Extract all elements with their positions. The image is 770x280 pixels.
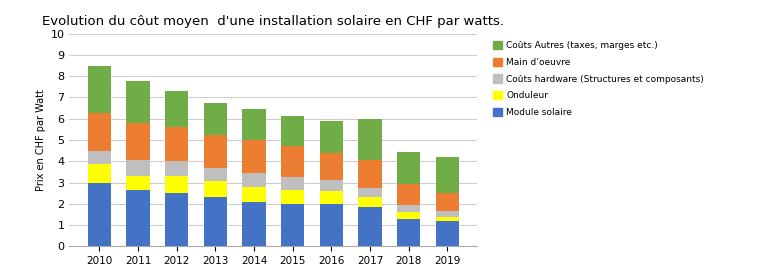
Bar — [204, 103, 227, 135]
Bar — [204, 168, 227, 181]
Bar — [204, 197, 227, 246]
Bar — [165, 127, 189, 161]
Bar — [126, 160, 149, 176]
Bar — [243, 140, 266, 173]
Bar — [88, 183, 111, 246]
Bar — [436, 221, 459, 246]
Bar — [397, 184, 420, 205]
Bar — [88, 66, 111, 113]
Bar — [436, 211, 459, 217]
Bar — [165, 176, 189, 193]
Bar — [281, 190, 304, 204]
Bar — [358, 160, 382, 188]
Bar — [243, 202, 266, 246]
Bar — [126, 81, 149, 123]
Bar — [320, 204, 343, 246]
Bar — [243, 109, 266, 140]
Bar — [126, 176, 149, 190]
Bar — [243, 187, 266, 202]
Bar — [358, 197, 382, 207]
Bar — [397, 152, 420, 184]
Bar — [320, 191, 343, 204]
Bar — [358, 188, 382, 197]
Bar — [320, 121, 343, 153]
Bar — [320, 180, 343, 191]
Bar — [165, 161, 189, 176]
Bar — [281, 204, 304, 246]
Bar — [281, 116, 304, 146]
Bar — [88, 151, 111, 164]
Bar — [358, 119, 382, 160]
Bar — [165, 91, 189, 127]
Title: Evolution du côut moyen  d'une installation solaire en CHF par watts.: Evolution du côut moyen d'une installati… — [42, 15, 504, 28]
Bar — [281, 177, 304, 190]
Bar — [88, 164, 111, 183]
Bar — [204, 181, 227, 197]
Bar — [436, 217, 459, 221]
Bar — [436, 193, 459, 211]
Bar — [243, 173, 266, 187]
Bar — [358, 207, 382, 246]
Bar — [320, 153, 343, 180]
Bar — [204, 135, 227, 168]
Bar — [126, 123, 149, 160]
Bar — [397, 219, 420, 246]
Bar — [88, 113, 111, 151]
Bar — [397, 212, 420, 219]
Bar — [281, 146, 304, 177]
Legend: Coûts Autres (taxes, marges etc.), Main d’oeuvre, Coûts hardware (Structures et : Coûts Autres (taxes, marges etc.), Main … — [490, 38, 707, 120]
Bar — [165, 193, 189, 246]
Bar — [436, 157, 459, 193]
Y-axis label: Prix en CHF par Watt: Prix en CHF par Watt — [36, 89, 46, 191]
Bar — [397, 205, 420, 212]
Bar — [126, 190, 149, 246]
